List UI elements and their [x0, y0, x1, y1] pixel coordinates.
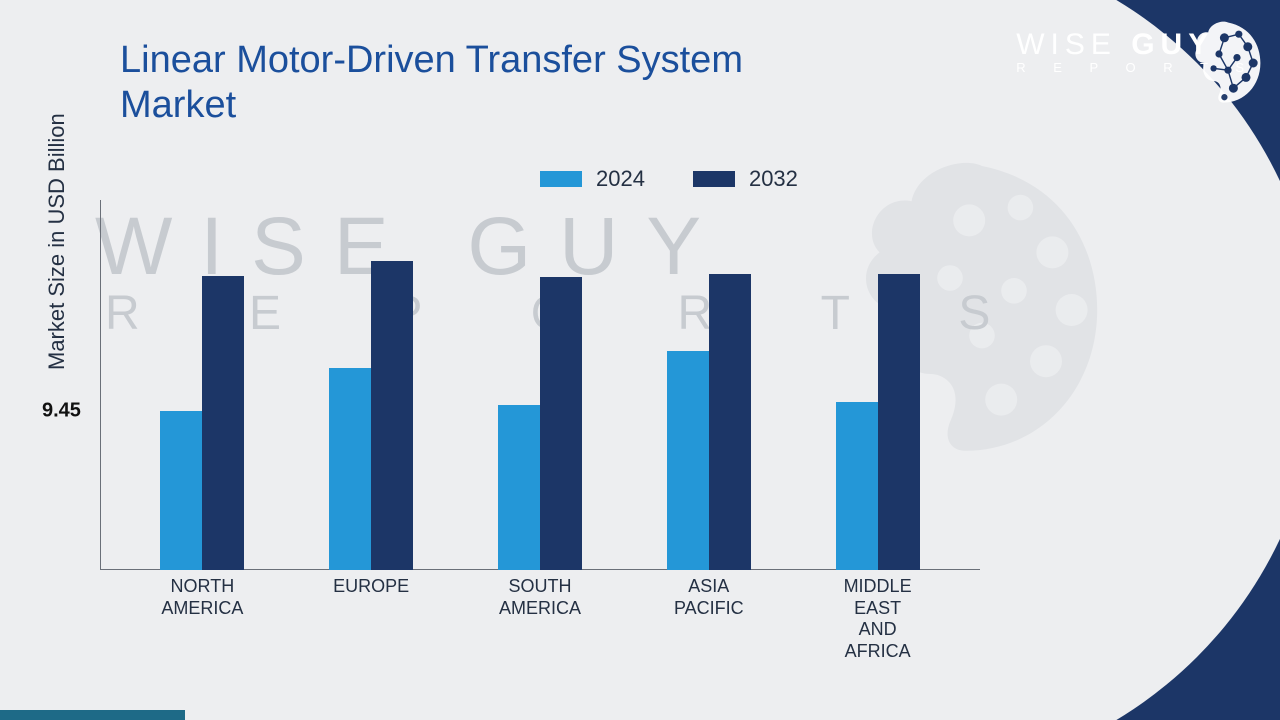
bar-group: [498, 277, 582, 570]
legend-label-2032: 2032: [749, 166, 798, 192]
bar-2032: [709, 274, 751, 570]
bar-group: [160, 276, 244, 570]
legend-swatch-2032: [693, 171, 735, 187]
bar-group: [836, 274, 920, 570]
chart-title: Linear Motor-Driven Transfer System Mark…: [120, 38, 840, 128]
legend-swatch-2024: [540, 171, 582, 187]
bar-2024: [836, 402, 878, 570]
legend-item-2032: 2032: [693, 166, 798, 192]
category-label: MIDDLE EAST AND AFRICA: [813, 576, 943, 662]
brand-line1-a: WISE: [1016, 28, 1117, 61]
bar-groups: [100, 200, 980, 570]
bar-2032: [878, 274, 920, 570]
bar-2024: [329, 368, 371, 570]
plot-area: 9.45: [100, 200, 980, 570]
category-labels: NORTH AMERICA EUROPE SOUTH AMERICA ASIA PAC…: [100, 576, 980, 662]
brand-line2: R E P O R T S: [1016, 60, 1256, 75]
bar-group: [329, 261, 413, 570]
legend-label-2024: 2024: [596, 166, 645, 192]
bottom-accent-strip: [0, 710, 185, 720]
category-label: EUROPE: [306, 576, 436, 662]
brand-line1-b: GUY: [1131, 28, 1214, 61]
bar-2024: [498, 405, 540, 570]
bar-group: [667, 274, 751, 570]
bar-2024: [160, 411, 202, 570]
bar-2032: [202, 276, 244, 570]
brand-logo-text: WISE GUY R E P O R T S: [1016, 28, 1256, 75]
bar-2032: [371, 261, 413, 570]
y-axis-label: Market Size in USD Billion: [44, 113, 70, 370]
category-label: NORTH AMERICA: [137, 576, 267, 662]
legend: 2024 2032: [540, 166, 798, 192]
y-tick-label: 9.45: [42, 400, 81, 423]
category-label: ASIA PACIFIC: [644, 576, 774, 662]
bar-2024: [667, 351, 709, 570]
legend-item-2024: 2024: [540, 166, 645, 192]
bar-2032: [540, 277, 582, 570]
category-label: SOUTH AMERICA: [475, 576, 605, 662]
